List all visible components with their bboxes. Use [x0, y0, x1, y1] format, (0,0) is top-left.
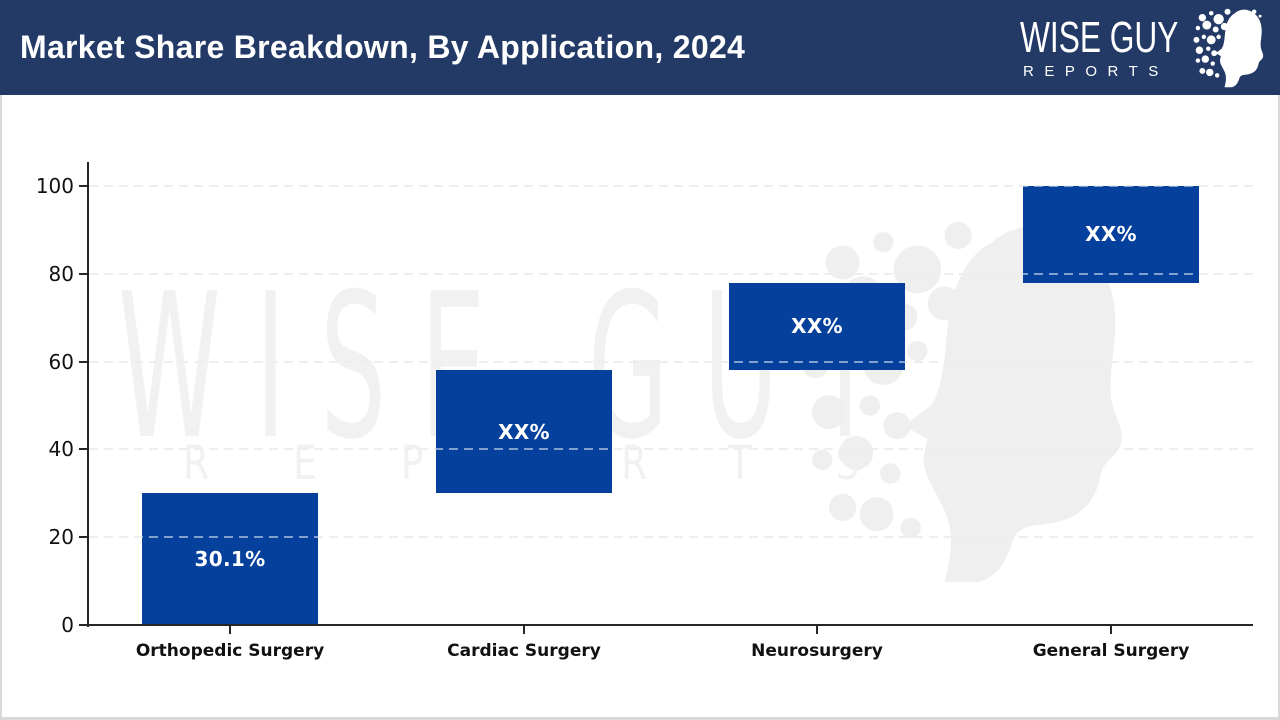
y-tick-mark: [79, 448, 88, 451]
gridline-overlay: [89, 536, 1253, 539]
gridline-overlay: [89, 360, 1253, 363]
bar-neurosurgery: XX%: [729, 282, 905, 371]
x-tick-mark: [523, 626, 525, 634]
y-tick-mark: [79, 624, 88, 626]
x-category-label: Orthopedic Surgery: [135, 641, 325, 661]
y-axis-line: [87, 162, 89, 627]
bar-value-label: 30.1%: [194, 546, 266, 571]
x-category-label: Cardiac Surgery: [447, 641, 601, 661]
logo-name: WISE GUY: [1020, 12, 1179, 62]
x-tick-mark: [1110, 626, 1112, 634]
logo-subtitle: REPORTS: [1023, 62, 1169, 80]
gridline-overlay: [89, 185, 1253, 187]
bar-general-surgery: XX%: [1023, 186, 1199, 283]
y-tick-label: 0: [61, 613, 74, 637]
bar-cardiac-surgery: XX%: [436, 370, 612, 493]
x-category-label: Neurosurgery: [751, 641, 883, 661]
y-tick-label: 100: [35, 174, 74, 198]
x-tick-mark: [229, 626, 231, 634]
y-tick-mark: [79, 185, 88, 187]
bar-value-label: XX%: [498, 419, 550, 444]
x-tick-mark: [816, 626, 818, 634]
gridline-overlay: [89, 272, 1253, 275]
y-tick-mark: [79, 272, 88, 275]
wiseguy-logo: WISE GUY REPORTS: [1020, 6, 1266, 90]
y-tick-mark: [79, 536, 88, 539]
bar-value-label: XX%: [791, 314, 843, 339]
bar-value-label: XX%: [1085, 222, 1137, 247]
y-tick-label: 60: [48, 349, 74, 374]
y-tick-label: 40: [48, 437, 74, 462]
header: Market Share Breakdown, By Application, …: [0, 0, 1280, 95]
y-tick-mark: [79, 360, 88, 363]
chart-title: Market Share Breakdown, By Application, …: [20, 29, 746, 65]
bar-orthopedic-surgery: 30.1%: [142, 492, 318, 625]
y-tick-label: 20: [48, 525, 74, 550]
y-tick-label: 80: [48, 261, 74, 286]
logo-face-icon: [1193, 8, 1264, 87]
x-category-label: General Surgery: [1032, 641, 1190, 661]
gridline-overlay: [89, 448, 1253, 451]
logo-text: WISE GUY REPORTS: [1020, 12, 1192, 80]
x-axis-line: [87, 624, 1253, 626]
